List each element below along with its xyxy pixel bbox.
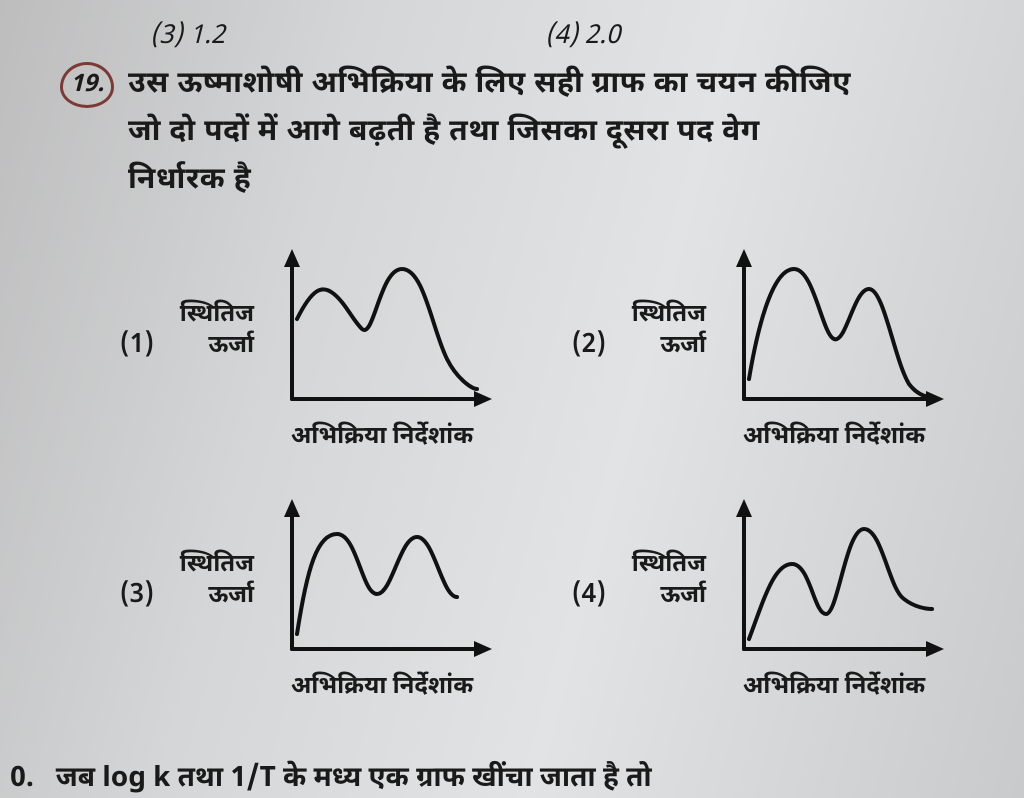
option-1: (1) स्थितिज ऊर्जा अभिक्रिया निर्देशांक: [110, 226, 522, 466]
option-2-chart: [714, 239, 954, 419]
option-2: (2) स्थितिज ऊर्जा अभिक्रिया निर्देशांक: [562, 226, 974, 466]
prev-opt3-val: 1.2: [190, 20, 226, 54]
option-3-chart: [262, 489, 502, 669]
x-arrow-icon: [474, 641, 492, 657]
option-1-num: (1): [110, 329, 154, 363]
x-arrow-icon: [926, 391, 944, 407]
prev-opt-4: (4) 2.0: [545, 20, 620, 54]
question-number-circle: 19.: [60, 62, 114, 108]
ylabel-l2: ऊर्जा: [660, 580, 706, 612]
x-arrow-icon: [474, 391, 492, 407]
option-3-ylabel: स्थितिज ऊर्जा: [162, 550, 254, 642]
option-3-chart-stack: अभिक्रिया निर्देशांक: [262, 489, 502, 703]
y-arrow-icon: [736, 249, 752, 267]
option-2-xlabel: अभिक्रिया निर्देशांक: [743, 421, 925, 453]
option-2-ylabel: स्थितिज ऊर्जा: [614, 300, 706, 392]
option-4-xlabel: अभिक्रिया निर्देशांक: [743, 671, 925, 703]
option-4-chart-stack: अभिक्रिया निर्देशांक: [714, 489, 954, 703]
curve-1: [297, 269, 477, 389]
option-4: (4) स्थितिज ऊर्जा अभिक्रिया निर्देशांक: [562, 476, 974, 716]
option-1-xlabel: अभिक्रिया निर्देशांक: [291, 421, 473, 453]
option-1-chart-stack: अभिक्रिया निर्देशांक: [262, 239, 502, 453]
option-2-chart-stack: अभिक्रिया निर्देशांक: [714, 239, 954, 453]
option-3-xlabel: अभिक्रिया निर्देशांक: [291, 671, 473, 703]
option-4-chart: [714, 489, 954, 669]
page-root: (3) 1.2 (4) 2.0 19. उस ऊष्माशोषी अभिक्रि…: [0, 0, 1024, 798]
curve-2: [749, 269, 932, 397]
option-3: (3) स्थितिज ऊर्जा अभिक्रिया निर्देशांक: [110, 476, 522, 716]
y-arrow-icon: [736, 499, 752, 517]
question-number: 19.: [70, 69, 104, 101]
option-1-chart: [262, 239, 502, 419]
prev-opt3-num: (3): [150, 20, 183, 54]
ylabel-l1: स्थितिज: [180, 549, 254, 581]
curve-3: [297, 534, 457, 634]
ylabel-l1: स्थितिज: [632, 299, 706, 331]
prev-opt4-num: (4): [545, 20, 578, 54]
ylabel-l2: ऊर्जा: [660, 330, 706, 362]
question-row: 19. उस ऊष्माशोषी अभिक्रिया के लिए सही ग्…: [60, 62, 984, 206]
ylabel-l2: ऊर्जा: [208, 580, 254, 612]
curve-4: [749, 529, 932, 639]
option-4-ylabel: स्थितिज ऊर्जा: [614, 550, 706, 642]
options-grid: (1) स्थितिज ऊर्जा अभिक्रिया निर्देशांक (…: [110, 226, 974, 716]
next-qtext: जब log k तथा 1/T के मध्य एक ग्राफ खींचा …: [56, 762, 652, 798]
q-line3: निर्धारक है: [128, 162, 251, 201]
y-arrow-icon: [284, 499, 300, 517]
ylabel-l1: स्थितिज: [180, 299, 254, 331]
option-1-ylabel: स्थितिज ऊर्जा: [162, 300, 254, 392]
option-4-num: (4): [562, 579, 606, 613]
ylabel-l1: स्थितिज: [632, 549, 706, 581]
option-3-num: (3): [110, 579, 154, 613]
x-arrow-icon: [926, 641, 944, 657]
option-2-num: (2): [562, 329, 606, 363]
y-arrow-icon: [284, 249, 300, 267]
previous-question-options: (3) 1.2 (4) 2.0: [60, 20, 984, 54]
q-line2: जो दो पदों में आगे बढ़ती है तथा जिसका दू…: [128, 114, 760, 153]
prev-opt4-val: 2.0: [585, 20, 621, 54]
next-qnum: 0.: [10, 762, 34, 798]
q-line1: उस ऊष्माशोषी अभिक्रिया के लिए सही ग्राफ …: [128, 66, 851, 105]
ylabel-l2: ऊर्जा: [208, 330, 254, 362]
next-question-partial: 0. जब log k तथा 1/T के मध्य एक ग्राफ खीं…: [10, 762, 1004, 798]
prev-opt-3: (3) 1.2: [150, 20, 225, 54]
question-text: उस ऊष्माशोषी अभिक्रिया के लिए सही ग्राफ …: [128, 62, 984, 206]
